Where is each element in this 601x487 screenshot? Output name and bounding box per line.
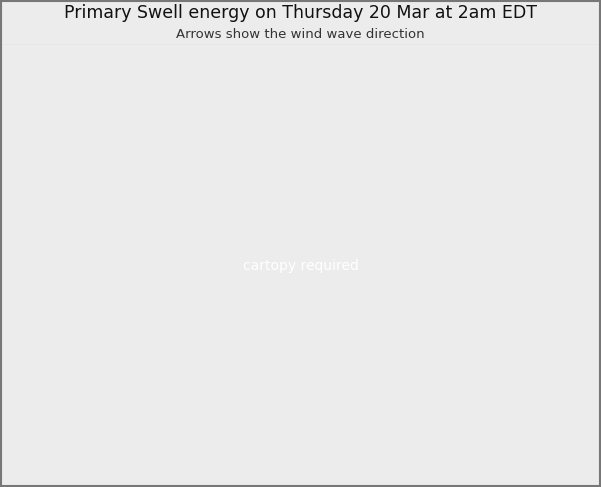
Text: Arrows show the wind wave direction: Arrows show the wind wave direction bbox=[176, 28, 425, 41]
Text: Primary Swell energy on Thursday 20 Mar at 2am EDT: Primary Swell energy on Thursday 20 Mar … bbox=[64, 3, 537, 21]
Text: cartopy required: cartopy required bbox=[243, 259, 358, 273]
